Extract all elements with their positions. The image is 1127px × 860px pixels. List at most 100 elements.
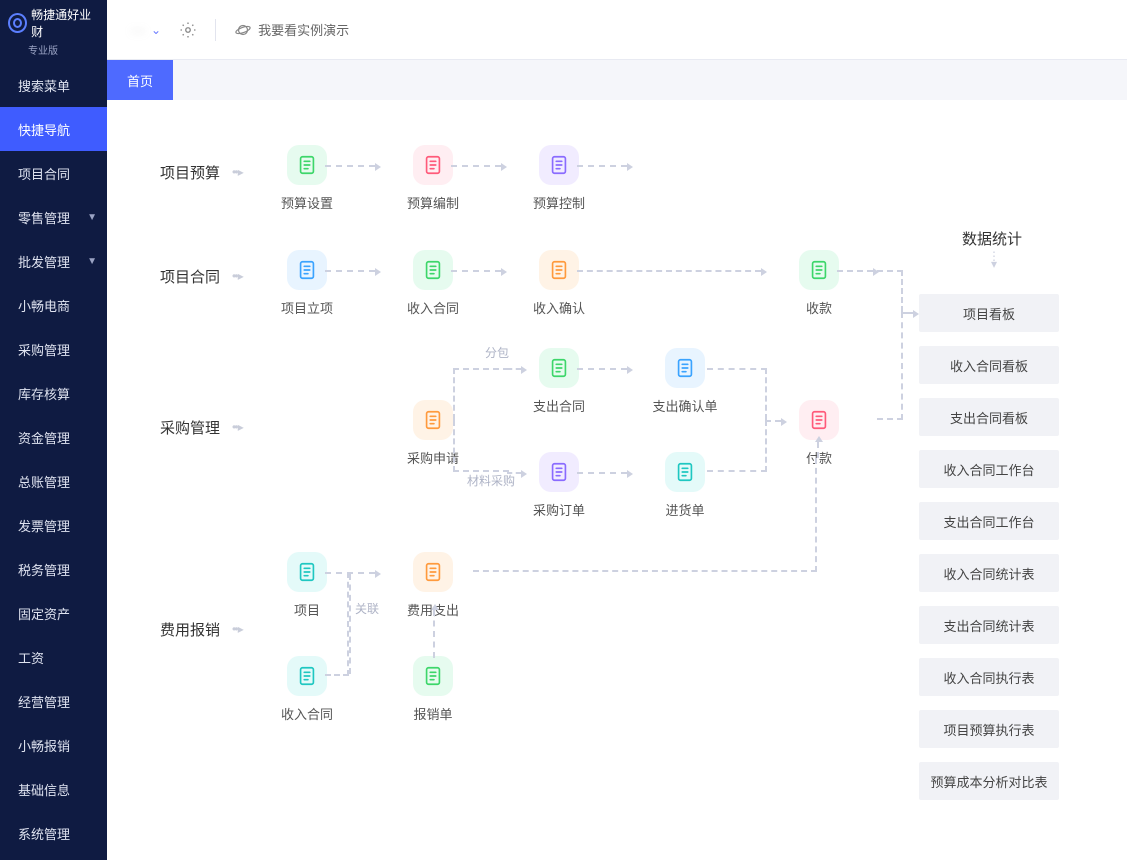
- branch-label: 关联: [355, 600, 379, 617]
- sidebar-item-4[interactable]: 批发管理▼: [0, 239, 107, 283]
- sidebar-item-5[interactable]: 小畅电商: [0, 283, 107, 327]
- node-icon: [539, 250, 579, 290]
- view-demo-link[interactable]: 我要看实例演示: [234, 20, 349, 39]
- arrow: [325, 165, 375, 167]
- arrow: [451, 165, 501, 167]
- chevron-down-icon: ▼: [87, 212, 97, 223]
- node-label: 收入确认: [533, 298, 585, 317]
- topbar: ··· ⌄ 我要看实例演示: [107, 0, 1127, 60]
- arrow: [325, 572, 349, 676]
- stat-button-1[interactable]: 收入合同看板: [919, 346, 1059, 384]
- stat-button-2[interactable]: 支出合同看板: [919, 398, 1059, 436]
- node-budget_make[interactable]: 预算编制: [393, 145, 473, 212]
- sidebar-item-11[interactable]: 税务管理: [0, 547, 107, 591]
- arrow: [877, 270, 903, 312]
- gear-icon[interactable]: [179, 21, 197, 39]
- stat-button-8[interactable]: 项目预算执行表: [919, 710, 1059, 748]
- sidebar-item-label: 库存核算: [18, 384, 70, 403]
- node-income_conf[interactable]: 收入确认: [519, 250, 599, 317]
- stat-button-7[interactable]: 收入合同执行表: [919, 658, 1059, 696]
- sidebar-item-label: 总账管理: [18, 472, 70, 491]
- arrow: [707, 368, 767, 420]
- arrow: [325, 270, 375, 272]
- stat-button-6[interactable]: 支出合同统计表: [919, 606, 1059, 644]
- sidebar-item-1[interactable]: 快捷导航: [0, 107, 107, 151]
- section-title: 项目预算: [160, 162, 220, 183]
- sidebar-item-15[interactable]: 小畅报销: [0, 723, 107, 767]
- sidebar-item-10[interactable]: 发票管理: [0, 503, 107, 547]
- section-title: 项目合同: [160, 266, 220, 287]
- arrow: [349, 574, 351, 674]
- node-icon: [413, 552, 453, 592]
- arrow: [765, 420, 781, 422]
- arrow: [433, 610, 435, 658]
- node-icon: [799, 400, 839, 440]
- node-budget_ctrl[interactable]: 预算控制: [519, 145, 599, 212]
- sidebar-item-label: 零售管理: [18, 208, 70, 227]
- stat-button-5[interactable]: 收入合同统计表: [919, 554, 1059, 592]
- section-title: 费用报销: [160, 619, 220, 640]
- branch-label: 分包: [485, 344, 509, 361]
- sidebar-item-8[interactable]: 资金管理: [0, 415, 107, 459]
- sidebar-item-9[interactable]: 总账管理: [0, 459, 107, 503]
- arrow: [903, 312, 913, 314]
- node-income_ct[interactable]: 收入合同: [393, 250, 473, 317]
- sidebar-item-13[interactable]: 工资: [0, 635, 107, 679]
- sidebar-item-0[interactable]: 搜索菜单: [0, 63, 107, 107]
- dots-icon: •• ▸: [232, 269, 242, 283]
- sidebar-item-label: 快捷导航: [18, 120, 70, 139]
- node-budget_set[interactable]: 预算设置: [267, 145, 347, 212]
- node-icon: [413, 400, 453, 440]
- node-proj_init[interactable]: 项目立项: [267, 250, 347, 317]
- node-icon: [799, 250, 839, 290]
- arrow: [577, 368, 627, 370]
- node-icon: [287, 552, 327, 592]
- sidebar-item-label: 批发管理: [18, 252, 70, 271]
- node-pay[interactable]: 付款: [779, 400, 859, 467]
- node-out_ct[interactable]: 支出合同: [519, 348, 599, 415]
- sidebar-item-label: 基础信息: [18, 780, 70, 799]
- dots-icon: •• ▸: [232, 420, 242, 434]
- sidebar: 畅捷通好业财 专业版 搜索菜单快捷导航项目合同零售管理 ▼ 批发管理▼ 小畅电商采购管…: [0, 0, 107, 860]
- stat-button-3[interactable]: 收入合同工作台: [919, 450, 1059, 488]
- arrow: [577, 270, 761, 272]
- node-collect[interactable]: 收款: [779, 250, 859, 317]
- org-selector[interactable]: ··· ⌄: [131, 22, 161, 38]
- sidebar-item-17[interactable]: 系统管理: [0, 811, 107, 855]
- down-arrow-icon: ⋮▾: [988, 252, 1000, 268]
- sidebar-item-16[interactable]: 基础信息: [0, 767, 107, 811]
- arrow: [877, 312, 903, 420]
- brand-edition: 专业版: [0, 42, 107, 63]
- node-label: 收入合同: [281, 704, 333, 723]
- node-label: 项目: [294, 600, 320, 619]
- demo-label: 我要看实例演示: [258, 20, 349, 39]
- chevron-down-icon: ⌄: [151, 23, 161, 37]
- separator: [215, 19, 216, 41]
- stat-button-9[interactable]: 预算成本分析对比表: [919, 762, 1059, 800]
- node-icon: [287, 250, 327, 290]
- node-reimburse[interactable]: 报销单: [393, 656, 473, 723]
- sidebar-item-7[interactable]: 库存核算: [0, 371, 107, 415]
- section-title: 采购管理: [160, 417, 220, 438]
- node-label: 预算设置: [281, 193, 333, 212]
- stat-button-0[interactable]: 项目看板: [919, 294, 1059, 332]
- node-icon: [413, 145, 453, 185]
- brand: 畅捷通好业财: [0, 0, 107, 42]
- sidebar-item-label: 小畅电商: [18, 296, 70, 315]
- sidebar-item-3[interactable]: 零售管理 ▼: [0, 195, 107, 239]
- stat-button-4[interactable]: 支出合同工作台: [919, 502, 1059, 540]
- dots-icon: •• ▸: [232, 622, 242, 636]
- workflow-canvas: 项目预算•• ▸项目合同•• ▸采购管理•• ▸费用报销•• ▸预算设置预算编制…: [107, 100, 1127, 860]
- sidebar-item-6[interactable]: 采购管理: [0, 327, 107, 371]
- tab-home[interactable]: 首页: [107, 60, 173, 100]
- node-label: 采购申请: [407, 448, 459, 467]
- sidebar-item-14[interactable]: 经营管理: [0, 679, 107, 723]
- tab-label: 首页: [127, 71, 153, 90]
- sidebar-item-12[interactable]: 固定资产: [0, 591, 107, 635]
- sidebar-item-2[interactable]: 项目合同: [0, 151, 107, 195]
- sidebar-item-label: 项目合同: [18, 164, 70, 183]
- node-icon: [413, 250, 453, 290]
- node-icon: [287, 656, 327, 696]
- sidebar-item-label: 税务管理: [18, 560, 70, 579]
- sidebar-item-label: 采购管理: [18, 340, 70, 359]
